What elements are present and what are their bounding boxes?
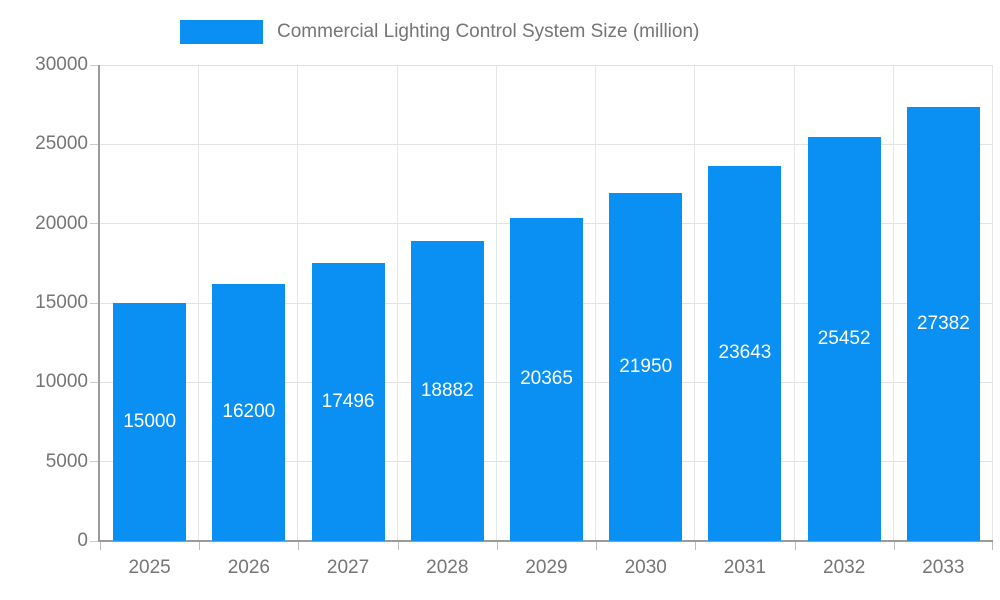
x-tick-label: 2033	[922, 557, 965, 578]
legend-swatch	[180, 20, 263, 44]
x-axis-tick	[298, 542, 300, 550]
y-tick-label: 5000	[45, 450, 88, 472]
y-axis-tick	[90, 540, 98, 542]
x-tick-label: 2025	[128, 557, 171, 578]
bar[interactable]	[113, 303, 187, 541]
y-axis-line	[98, 65, 100, 542]
y-tick-label: 0	[77, 530, 88, 551]
legend-label: Commercial Lighting Control System Size …	[277, 21, 700, 42]
bar[interactable]	[311, 263, 385, 541]
horizontal-gridline	[100, 64, 993, 66]
x-tick-label: 2030	[624, 557, 667, 578]
x-axis-tick	[397, 542, 399, 550]
x-axis-line	[98, 540, 993, 542]
bar[interactable]	[212, 283, 286, 541]
x-axis-tick	[893, 542, 895, 550]
horizontal-gridline	[100, 143, 993, 145]
x-axis-tick	[794, 542, 796, 550]
y-axis-tick	[90, 461, 98, 463]
legend[interactable]: Commercial Lighting Control System Size …	[180, 20, 699, 44]
y-axis-tick	[90, 302, 98, 304]
bar[interactable]	[807, 137, 881, 541]
x-tick-label: 2027	[326, 557, 370, 578]
y-tick-label: 10000	[35, 371, 88, 393]
bar[interactable]	[410, 241, 484, 541]
y-tick-label: 15000	[35, 292, 88, 313]
plot-area: 0 5000 10000 15000 20000 25000 30000 15000 2025 1…	[35, 54, 993, 578]
x-axis-tick	[596, 542, 598, 550]
y-tick-label: 20000	[35, 212, 88, 234]
y-tick-label: 25000	[35, 133, 88, 155]
x-tick-label: 2029	[525, 557, 568, 578]
y-tick-label: 30000	[35, 54, 88, 75]
bar[interactable]	[708, 165, 782, 541]
y-axis-tick	[90, 381, 98, 383]
x-axis-tick	[496, 542, 498, 550]
bar[interactable]	[906, 106, 980, 541]
x-tick-label: 2028	[426, 557, 469, 578]
y-axis-tick	[90, 64, 98, 66]
x-axis-tick	[199, 542, 201, 550]
y-axis-tick	[90, 143, 98, 145]
x-tick-label: 2026	[227, 557, 270, 578]
y-axis-tick	[90, 223, 98, 225]
x-tick-label: 2032	[823, 557, 866, 578]
bar[interactable]	[510, 217, 583, 541]
bar[interactable]	[609, 192, 683, 541]
x-axis-tick	[100, 542, 101, 550]
x-tick-label: 2031	[723, 557, 767, 578]
x-axis-tick	[992, 542, 993, 550]
x-axis-tick	[695, 542, 697, 550]
